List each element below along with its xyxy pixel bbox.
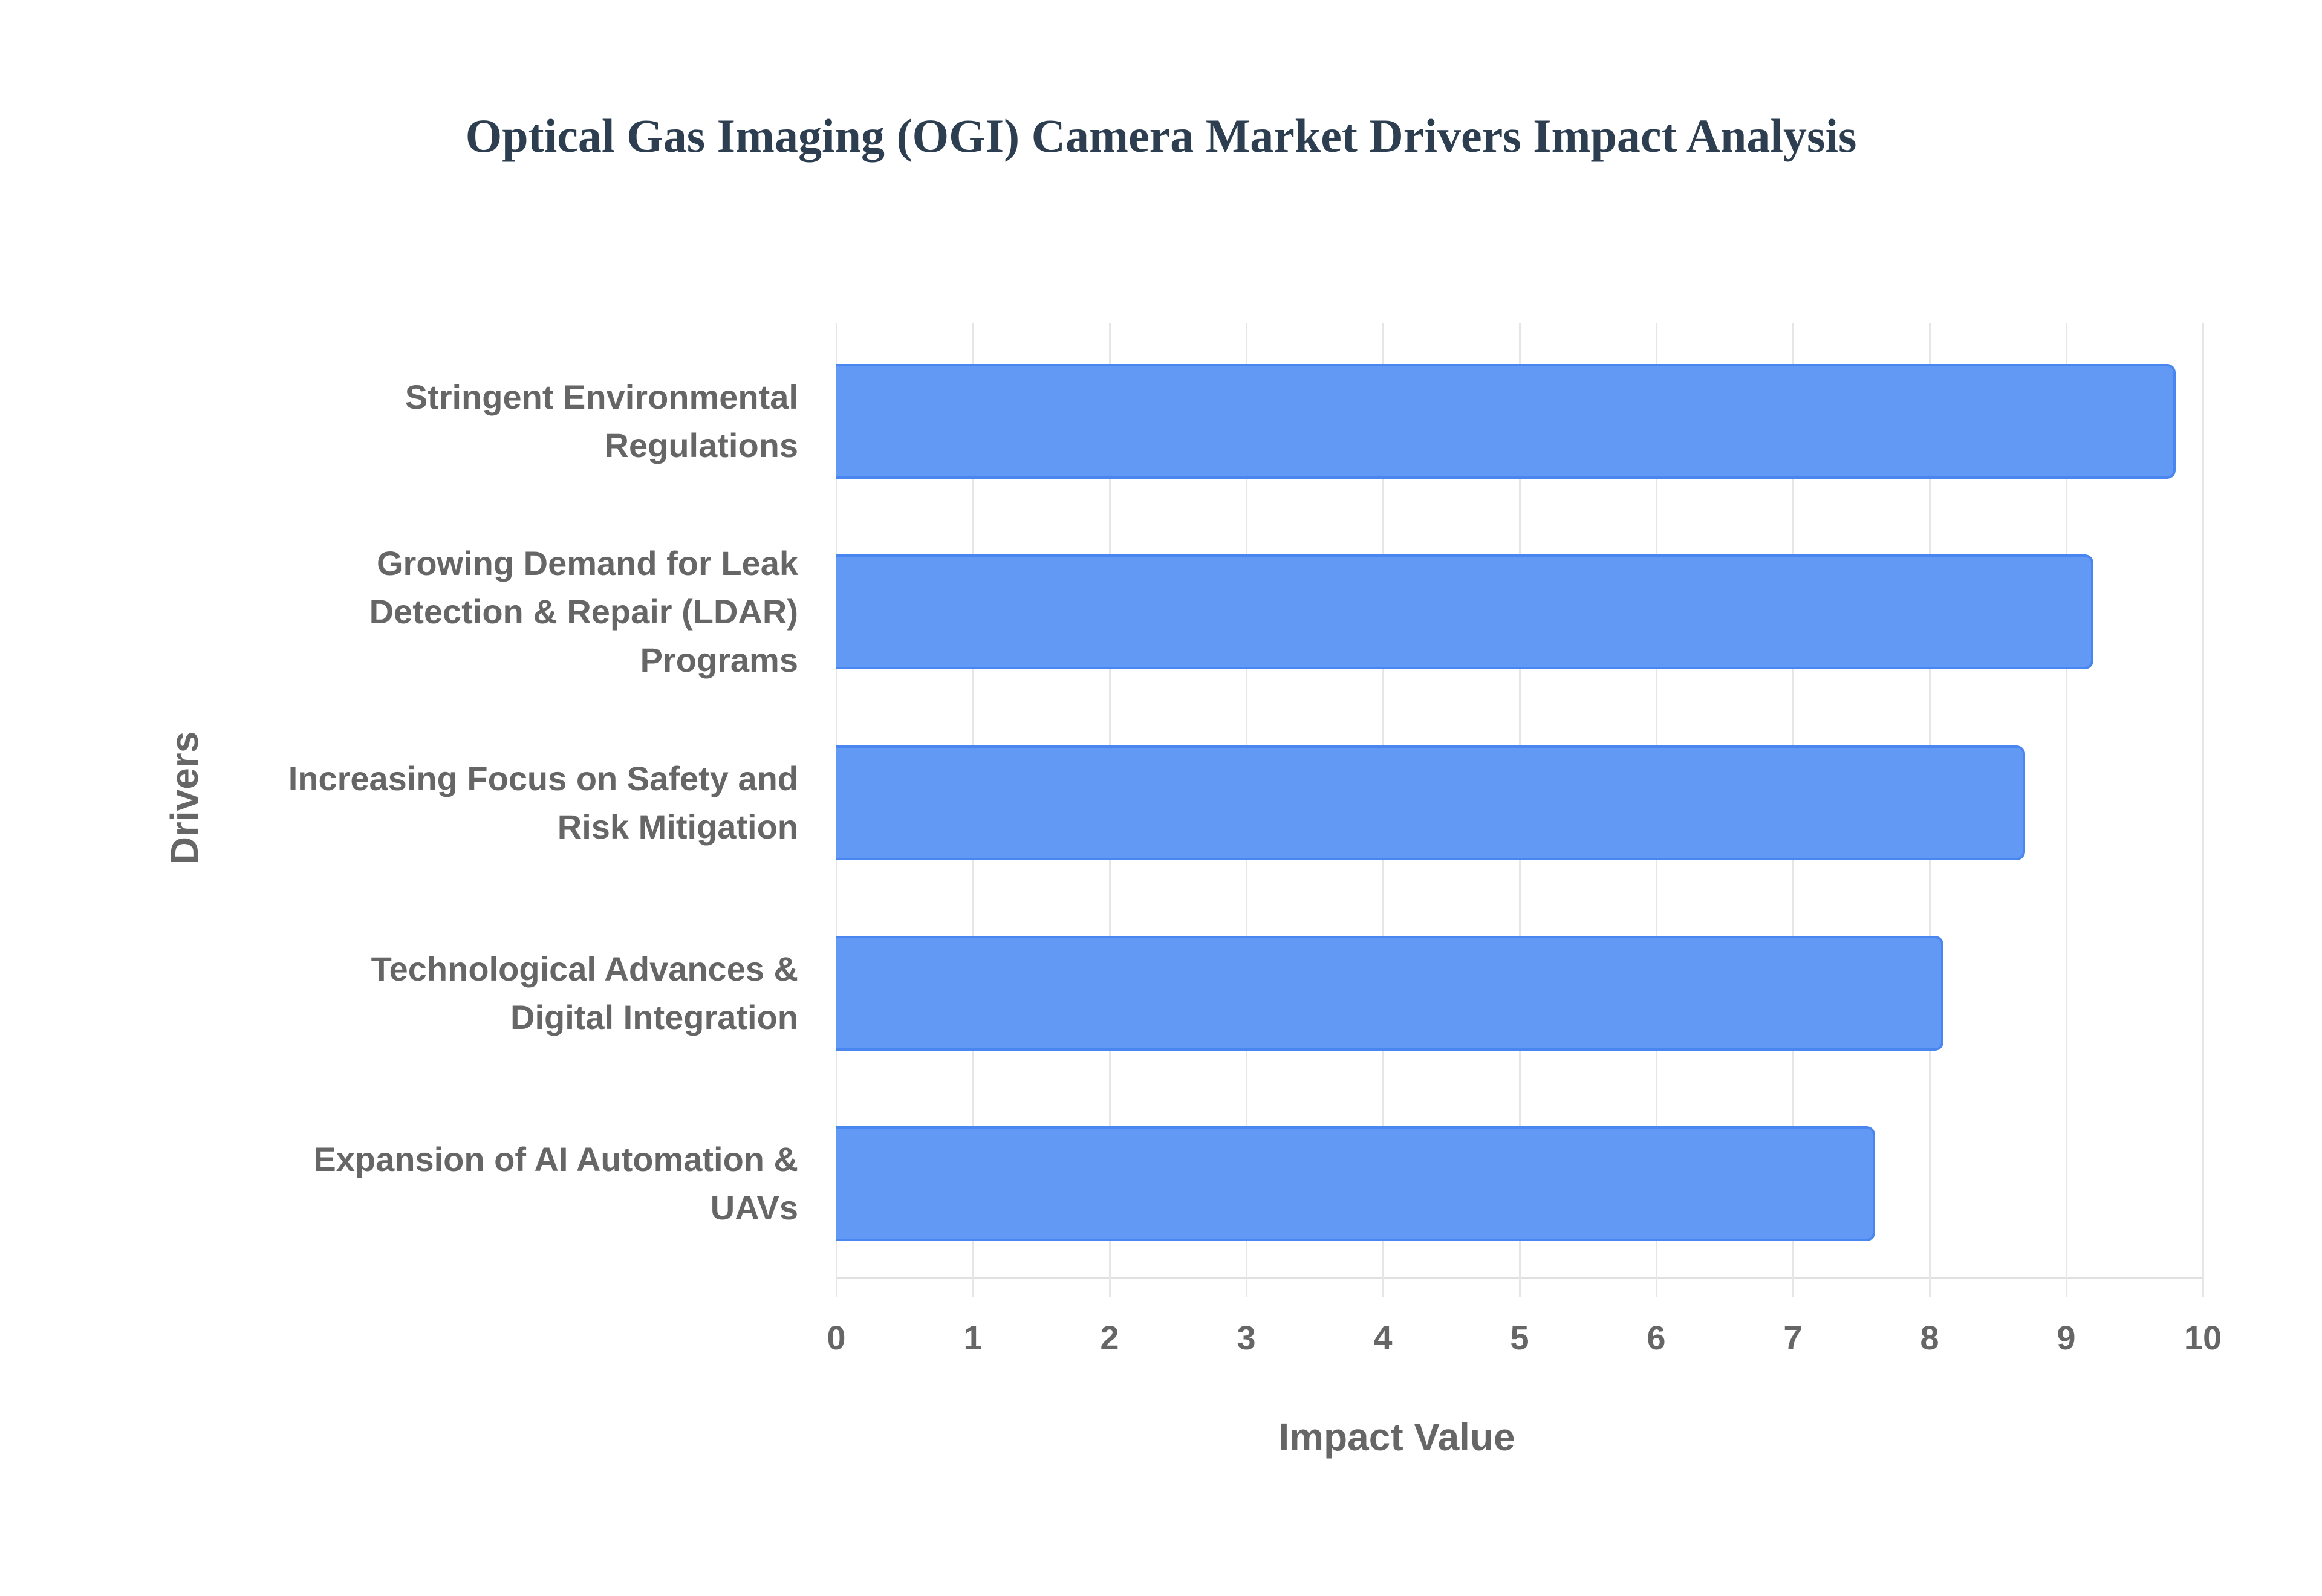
y-tick-label: Growing Demand for Leak Detection & Repa… — [369, 544, 798, 679]
x-tick-label: 5 — [1510, 1319, 1529, 1357]
x-tick-label: 0 — [827, 1319, 846, 1357]
bar[interactable] — [836, 554, 2094, 669]
plot-area — [836, 323, 2204, 1297]
x-tick-label: 9 — [2057, 1319, 2076, 1357]
y-tick-label: Stringent Environmental Regulations — [405, 378, 798, 464]
x-axis-title: Impact Value — [1278, 1415, 1515, 1459]
x-tick-label: 3 — [1237, 1319, 1256, 1357]
x-tick-label: 4 — [1373, 1319, 1393, 1357]
gridline — [2202, 323, 2204, 1297]
x-tick-label: 7 — [1783, 1319, 1803, 1357]
y-tick-label: Expansion of AI Automation & UAVs — [313, 1140, 798, 1227]
x-tick-label: 1 — [963, 1319, 983, 1357]
x-tick-label: 6 — [1647, 1319, 1666, 1357]
chart-title: Optical Gas Imaging (OGI) Camera Market … — [465, 109, 1857, 162]
gridline — [2066, 323, 2067, 1297]
x-tick-label: 8 — [1920, 1319, 1939, 1357]
bar[interactable] — [836, 745, 2026, 860]
y-tick-label: Technological Advances & Digital Integra… — [371, 950, 798, 1036]
bar[interactable] — [836, 1126, 1875, 1241]
bar[interactable] — [836, 936, 1943, 1051]
x-tick-label: 2 — [1100, 1319, 1119, 1357]
x-tick-label: 10 — [2184, 1319, 2222, 1357]
bar[interactable] — [836, 364, 2176, 479]
y-tick-label: Increasing Focus on Safety and Risk Miti… — [288, 759, 798, 846]
